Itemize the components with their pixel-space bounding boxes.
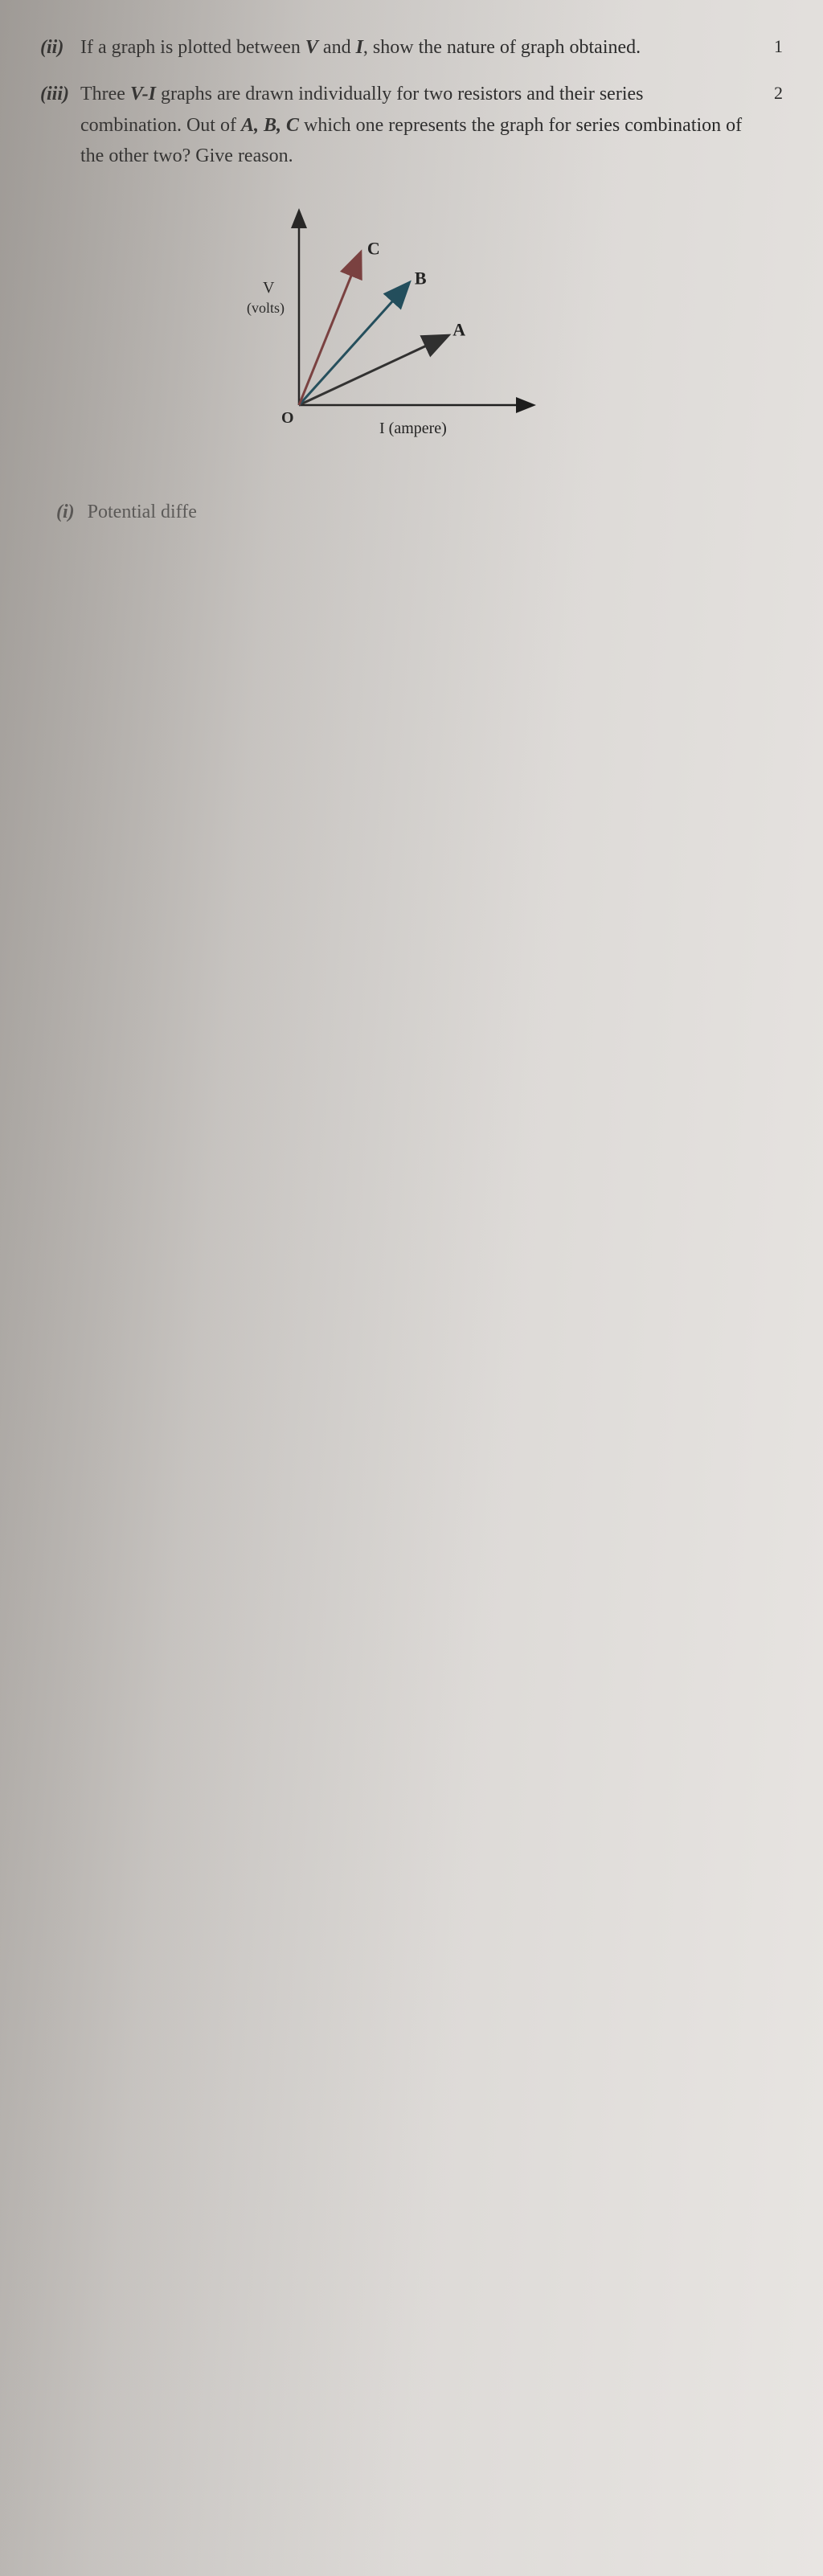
vi-graph: A B C O V (volts) I (ampere) (243, 196, 580, 453)
variable-i: I (356, 37, 363, 58)
line-label-b: B (415, 268, 427, 288)
cutoff-number: (i) (56, 502, 75, 522)
line-label-a: A (452, 319, 465, 339)
graph-line-b (299, 285, 407, 405)
question-marks: 1 (767, 32, 783, 63)
question-number: (iii) (40, 79, 80, 171)
variable-abc: A, B, C (241, 115, 299, 136)
vi-graph-container: A B C O V (volts) I (ampere) (40, 196, 783, 453)
text-fragment: and (318, 37, 356, 58)
line-label-c: C (367, 238, 380, 258)
text-fragment: , show the nature of graph obtained. (363, 37, 641, 58)
graph-line-a (299, 337, 444, 405)
x-axis-label: I (ampere) (379, 420, 447, 437)
y-axis-label-v: V (263, 279, 275, 297)
question-marks: 2 (767, 79, 783, 171)
origin-label: O (281, 409, 294, 427)
question-ii: (ii) If a graph is plotted between V and… (40, 32, 783, 63)
question-text: Three V-I graphs are drawn individually … (80, 79, 767, 171)
y-axis-label-volts: (volts) (247, 300, 285, 317)
graph-line-c (299, 256, 359, 404)
question-text: If a graph is plotted between V and I, s… (80, 32, 767, 63)
text-fragment: If a graph is plotted between (80, 37, 305, 58)
question-number: (ii) (40, 32, 80, 63)
text-fragment: Three (80, 84, 130, 104)
question-iii: (iii) Three V-I graphs are drawn individ… (40, 79, 783, 171)
variable-v: V (305, 37, 318, 58)
cutoff-text: Potential diffe (88, 502, 197, 522)
cutoff-line: (i) Potential diffe (40, 502, 783, 523)
variable-vi: V-I (130, 84, 156, 104)
